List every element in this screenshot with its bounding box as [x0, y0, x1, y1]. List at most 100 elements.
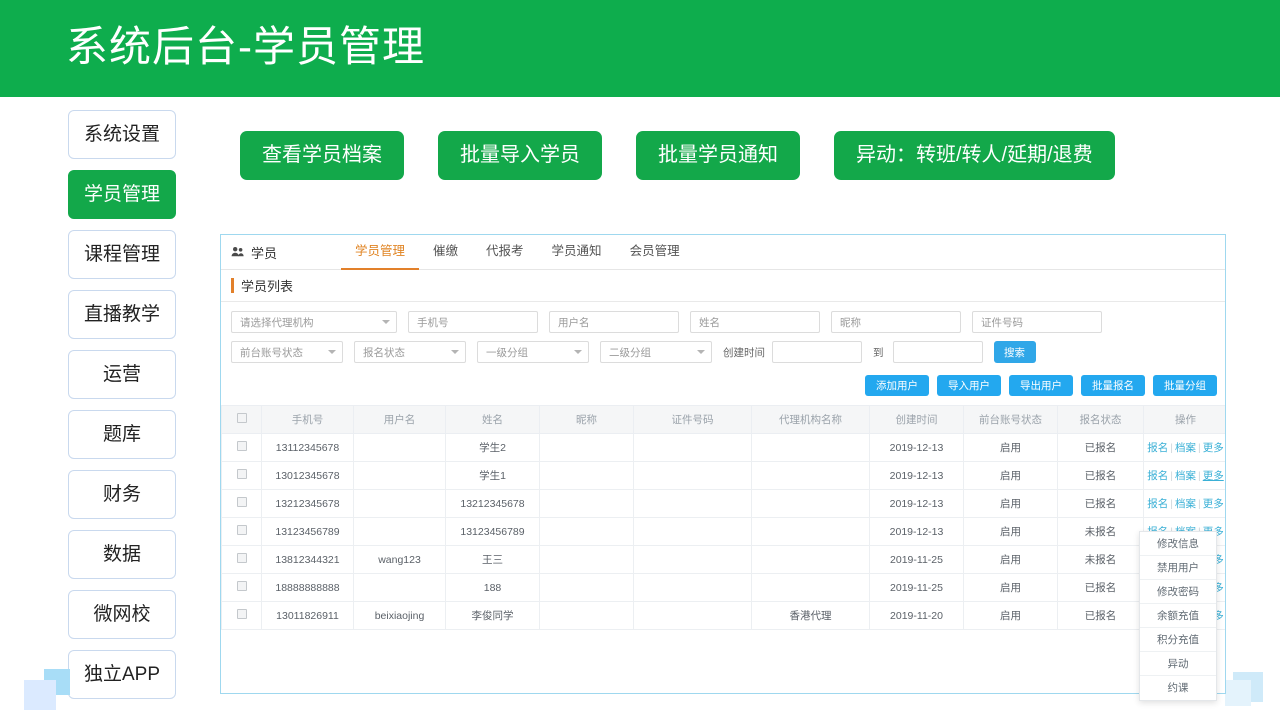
op-more-link[interactable]: 更多	[1202, 498, 1224, 510]
cell-phone: 13012345678	[261, 461, 354, 490]
row-checkbox[interactable]	[236, 525, 247, 535]
cell-created: 2019-11-25	[869, 573, 964, 602]
filter-placeholder: 昵称	[840, 316, 861, 329]
cell-idnumber	[633, 601, 752, 630]
cell-name: 李俊同学	[445, 601, 540, 630]
op-archive-link[interactable]: 档案	[1175, 470, 1196, 482]
op-more-link[interactable]: 更多	[1202, 470, 1224, 482]
row-checkbox[interactable]	[236, 441, 247, 451]
row-select-cell[interactable]	[221, 489, 262, 518]
row-select-cell[interactable]	[221, 461, 262, 490]
sidebar-item-8[interactable]: 微网校	[68, 590, 176, 639]
cell-account-status: 启用	[963, 601, 1058, 630]
toolbar-button-3[interactable]: 批量报名	[1081, 375, 1145, 396]
tab-4[interactable]: 会员管理	[629, 243, 680, 258]
sidebar-item-2[interactable]: 课程管理	[68, 230, 176, 279]
row-select-cell[interactable]	[221, 545, 262, 574]
row-checkbox[interactable]	[236, 581, 247, 591]
dropdown-item-2[interactable]: 修改密码	[1140, 580, 1216, 604]
filter-row2-field-1[interactable]: 报名状态	[354, 341, 466, 363]
cell-username: beixiaojing	[353, 601, 446, 630]
dropdown-item-4[interactable]: 积分充值	[1140, 628, 1216, 652]
cell-created: 2019-12-13	[869, 517, 964, 546]
action-button-0[interactable]: 查看学员档案	[240, 131, 404, 180]
sidebar-item-7[interactable]: 数据	[68, 530, 176, 579]
cell-account-status: 启用	[963, 433, 1058, 462]
sidebar-item-1[interactable]: 学员管理	[68, 170, 176, 219]
op-enroll-link[interactable]: 报名	[1147, 470, 1169, 482]
toolbar-button-2[interactable]: 导出用户	[1009, 375, 1073, 396]
tab-0[interactable]: 学员管理	[341, 235, 420, 270]
filter-row2-field-3[interactable]: 二级分组	[600, 341, 712, 363]
cell-username	[353, 489, 446, 518]
section-title: 学员列表	[231, 276, 293, 295]
row-checkbox[interactable]	[236, 553, 247, 563]
op-archive-link[interactable]: 档案	[1175, 498, 1196, 510]
row-checkbox[interactable]	[236, 497, 247, 507]
action-button-1[interactable]: 批量导入学员	[438, 131, 602, 180]
row-checkbox[interactable]	[236, 609, 247, 619]
filter-row1-field-3[interactable]: 姓名	[690, 311, 820, 333]
sidebar-item-5[interactable]: 题库	[68, 410, 176, 459]
filter-row1-field-5[interactable]: 证件号码	[972, 311, 1102, 333]
sidebar-item-6[interactable]: 财务	[68, 470, 176, 519]
filter-row-1: 请选择代理机构 手机号 用户名 姓名 昵称 证件号码	[231, 311, 1215, 333]
table-header-4: 昵称	[539, 405, 634, 434]
table-header-row: 手机号 用户名 姓名 昵称 证件号码 代理机构名称 创建时间 前台账号状态 报名状态 操作	[221, 405, 1225, 434]
toolbar-button-1[interactable]: 导入用户	[937, 375, 1001, 396]
row-select-cell[interactable]	[221, 433, 262, 462]
tab-list: 学员管理 催缴 代报考 学员通知 会员管理	[341, 235, 694, 270]
toolbar-button-0[interactable]: 添加用户	[865, 375, 929, 396]
filter-row1-field-0[interactable]: 请选择代理机构	[231, 311, 397, 333]
tab-1[interactable]: 催缴	[433, 243, 459, 258]
sidebar-item-9[interactable]: 独立APP	[68, 650, 176, 699]
action-button-3[interactable]: 异动：转班/转人/延期/退费	[834, 131, 1115, 180]
search-button[interactable]: 搜索	[993, 341, 1036, 363]
chevron-down-icon	[328, 350, 336, 354]
sidebar-item-3[interactable]: 直播教学	[68, 290, 176, 339]
table-header-8: 前台账号状态	[963, 405, 1058, 434]
filter-value: 二级分组	[609, 346, 651, 359]
tab-2[interactable]: 代报考	[486, 243, 524, 258]
op-archive-link[interactable]: 档案	[1175, 442, 1196, 454]
created-to-input[interactable]	[892, 341, 983, 363]
op-enroll-link[interactable]: 报名	[1147, 498, 1169, 510]
row-more-dropdown[interactable]: 修改信息 禁用用户 修改密码 余额充值 积分充值 异动约课	[1139, 531, 1217, 701]
chevron-down-icon	[697, 350, 705, 354]
filter-row2-field-0[interactable]: 前台账号状态	[231, 341, 343, 363]
dropdown-item-6[interactable]: 约课	[1167, 682, 1189, 694]
dropdown-item-5[interactable]: 异动	[1140, 652, 1216, 676]
sidebar-item-4[interactable]: 运营	[68, 350, 176, 399]
dropdown-item-1[interactable]: 禁用用户	[1140, 556, 1216, 580]
toolbar-button-4[interactable]: 批量分组	[1153, 375, 1217, 396]
row-select-cell[interactable]	[221, 601, 262, 630]
filter-row1-field-1[interactable]: 手机号	[408, 311, 538, 333]
row-checkbox[interactable]	[236, 469, 247, 479]
row-select-cell[interactable]	[221, 517, 262, 546]
filter-row2-field-2[interactable]: 一级分组	[477, 341, 589, 363]
tab-3[interactable]: 学员通知	[551, 243, 602, 258]
cell-agency	[751, 517, 870, 546]
sidebar-item-label: 运营	[102, 363, 141, 385]
op-enroll-link[interactable]: 报名	[1147, 442, 1169, 454]
panel-brand: 学员	[231, 243, 341, 262]
table-row: 13112345678 学生2 2019-12-13 启用 已报名 报名 | 档案 | 更多	[221, 433, 1225, 462]
filter-row1-field-2[interactable]: 用户名	[549, 311, 679, 333]
created-from-input[interactable]	[772, 341, 862, 363]
row-select-cell[interactable]	[221, 573, 262, 602]
cell-nickname	[539, 573, 634, 602]
dropdown-item-3[interactable]: 余额充值	[1140, 604, 1216, 628]
op-more-link[interactable]: 更多	[1202, 442, 1224, 454]
select-all-checkbox[interactable]	[236, 413, 247, 423]
select-all-header[interactable]	[221, 405, 262, 434]
cell-created: 2019-12-13	[869, 433, 964, 462]
cell-username	[353, 461, 446, 490]
sidebar: 系统设置学员管理课程管理直播教学运营题库财务数据微网校独立APP	[68, 110, 176, 710]
table-body: 13112345678 学生2 2019-12-13 启用 已报名 报名 | 档案 | 更多 130…	[221, 433, 1225, 630]
cell-phone: 13011826911	[261, 601, 354, 630]
cell-enroll-status: 已报名	[1057, 573, 1144, 602]
dropdown-item-0[interactable]: 修改信息	[1140, 532, 1216, 556]
sidebar-item-0[interactable]: 系统设置	[68, 110, 176, 159]
action-button-2[interactable]: 批量学员通知	[636, 131, 800, 180]
filter-row1-field-4[interactable]: 昵称	[831, 311, 961, 333]
